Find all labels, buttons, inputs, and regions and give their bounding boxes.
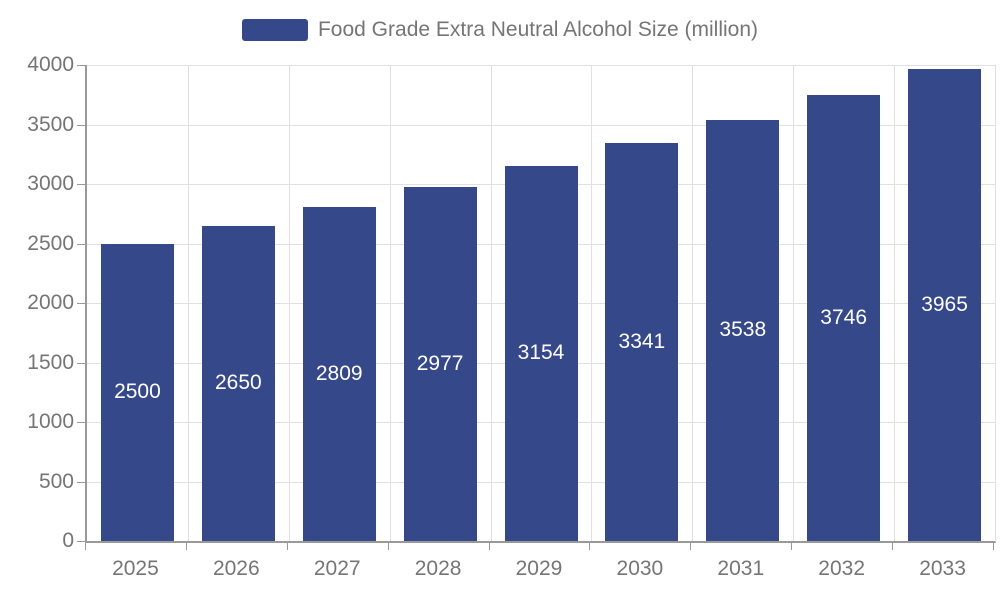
bar-value-label: 2809 (315, 361, 363, 385)
x-tick (690, 541, 692, 550)
gridline-horizontal (87, 124, 995, 126)
y-axis-label: 3500 (27, 112, 74, 136)
y-axis-label: 4000 (27, 53, 74, 76)
x-axis-label: 2027 (313, 557, 361, 580)
bar[interactable]: 3154 (504, 165, 578, 541)
legend-item[interactable]: Food Grade Extra Neutral Alcohol Size (m… (241, 16, 758, 44)
legend-label: Food Grade Extra Neutral Alcohol Size (m… (317, 18, 758, 41)
y-axis-label: 500 (38, 469, 74, 493)
y-tick (77, 481, 85, 483)
bar-value-label: 3965 (921, 293, 968, 317)
x-tick (791, 541, 793, 550)
x-axis-label: 2029 (515, 557, 563, 580)
y-axis-label: 1000 (27, 410, 74, 433)
bar[interactable]: 3538 (706, 119, 780, 541)
y-tick (77, 541, 85, 542)
y-tick (77, 362, 85, 364)
bar[interactable]: 2650 (201, 225, 275, 541)
y-axis-label: 0 (62, 529, 74, 552)
x-tick (993, 541, 994, 550)
x-tick (488, 541, 490, 550)
gridline-vertical (692, 65, 694, 541)
x-axis-label: 2032 (818, 557, 866, 580)
bar-value-label: 3746 (820, 306, 868, 330)
bar[interactable]: 2500 (100, 243, 174, 541)
x-tick (286, 541, 288, 550)
x-axis-label: 2026 (212, 557, 260, 580)
y-tick (77, 243, 85, 245)
x-axis-label: 2028 (414, 557, 462, 580)
x-axis-label: 2031 (717, 557, 765, 580)
y-axis-label: 3000 (27, 172, 74, 195)
y-axis-label: 1500 (27, 350, 74, 374)
bar-value-label: 3538 (719, 318, 767, 342)
x-tick (892, 541, 894, 550)
y-tick (77, 65, 85, 66)
gridline-vertical (288, 65, 290, 541)
bar[interactable]: 3341 (605, 143, 679, 541)
y-tick (77, 184, 85, 185)
bar-value-label: 2650 (214, 371, 262, 395)
bar-value-label: 3154 (517, 341, 565, 365)
x-tick (185, 541, 187, 550)
legend: Food Grade Extra Neutral Alcohol Size (m… (0, 16, 1000, 44)
y-tick (77, 422, 85, 423)
gridline-vertical (490, 65, 492, 541)
x-axis-label: 2025 (112, 557, 159, 580)
gridline-horizontal (87, 65, 995, 66)
plot-area: 2500 2650 2809 2977 3154 3341 3538 3746 3965 (85, 65, 996, 543)
gridline-vertical (389, 65, 391, 541)
x-axis-label: 2033 (919, 557, 966, 580)
gridline-vertical (894, 65, 896, 541)
gridline-vertical (187, 65, 189, 541)
legend-swatch (241, 19, 308, 41)
x-tick (387, 541, 389, 550)
y-tick (77, 303, 85, 304)
y-tick (77, 124, 85, 126)
bar-value-label: 3341 (618, 330, 666, 354)
bar[interactable]: 3965 (908, 69, 982, 541)
y-axis-label: 2000 (27, 291, 74, 314)
bar-value-label: 2977 (416, 351, 464, 375)
bar-value-label: 2500 (114, 380, 161, 404)
y-axis-label: 2500 (27, 231, 74, 255)
gridline-vertical (793, 65, 795, 541)
x-tick (85, 541, 86, 550)
gridline-vertical (591, 65, 593, 541)
bar[interactable]: 2977 (403, 186, 477, 541)
x-axis-label: 2030 (616, 557, 664, 580)
bar[interactable]: 3746 (807, 95, 881, 541)
bar[interactable]: 2809 (302, 206, 376, 541)
x-tick (589, 541, 591, 550)
